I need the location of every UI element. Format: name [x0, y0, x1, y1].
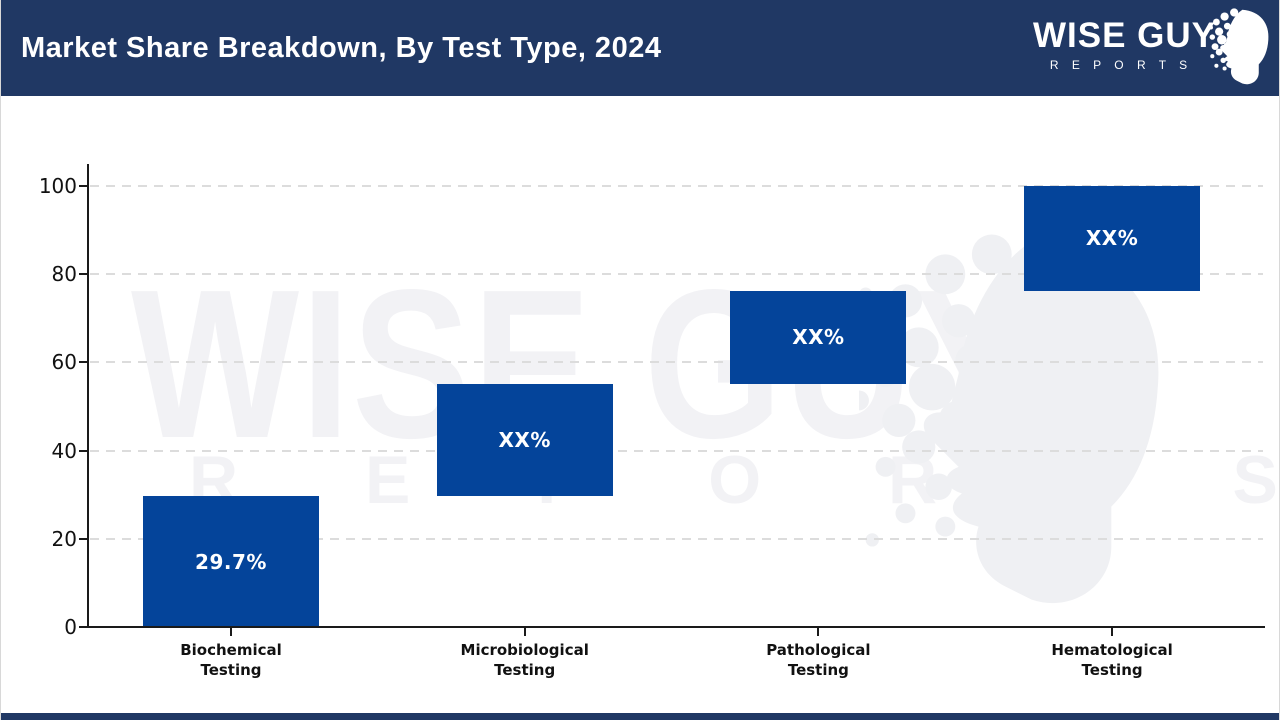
bar-3: XX%	[730, 290, 907, 384]
y-tick-label-60: 60	[51, 350, 77, 375]
y-tick-mark-40	[79, 449, 88, 452]
y-axis-spine	[87, 164, 89, 628]
y-tick-mark-80	[79, 273, 88, 276]
y-tick-label-100: 100	[38, 174, 77, 198]
bar-value-label-4: XX%	[1085, 226, 1139, 251]
brand-logo-wiseguy-text: WISE GUY	[1033, 16, 1217, 55]
x-category-label-2: Microbiological Testing	[460, 641, 589, 679]
x-category-label-1: Biochemical Testing	[180, 641, 282, 679]
x-tick-mark-1	[230, 627, 232, 636]
gridline-60	[90, 361, 1263, 364]
header-bar: Market Share Breakdown, By Test Type, 20…	[1, 0, 1279, 96]
x-tick-mark-2	[523, 627, 526, 636]
y-tick-mark-60	[79, 361, 88, 364]
y-tick-mark-100	[79, 185, 88, 187]
x-tick-mark-4	[1111, 627, 1114, 636]
gridline-40	[90, 449, 1263, 452]
y-tick-mark-0	[79, 626, 88, 628]
y-tick-mark-20	[79, 537, 88, 540]
bar-value-label-3: XX%	[792, 325, 845, 350]
bar-2: XX%	[436, 384, 613, 496]
gridline-100	[90, 185, 1263, 187]
y-tick-label-0: 0	[64, 615, 77, 639]
x-tick-mark-3	[817, 627, 820, 636]
bar-value-label-1: 29.7%	[195, 549, 267, 574]
gridline-80	[90, 273, 1263, 276]
y-tick-label-40: 40	[51, 438, 77, 463]
bar-4: XX%	[1024, 186, 1201, 291]
brand-logo-reports-text: R E P O R T S	[1049, 58, 1193, 72]
y-tick-label-80: 80	[51, 262, 77, 287]
x-category-label-4: Hematological Testing	[1051, 641, 1173, 679]
bar-value-label-2: XX%	[498, 428, 551, 452]
footer-bar	[1, 713, 1279, 720]
gridline-20	[90, 537, 1263, 540]
y-tick-label-20: 20	[51, 526, 77, 551]
x-axis-spine	[87, 626, 1265, 628]
x-category-label-3: Pathological Testing	[766, 641, 871, 679]
brand-logo: WISE GUY R E P O R T S	[1033, 16, 1217, 73]
brand-logo-face-profile-dots-icon	[1208, 8, 1269, 85]
page-title: Market Share Breakdown, By Test Type, 20…	[21, 31, 662, 64]
bar-1: 29.7%	[143, 496, 319, 627]
